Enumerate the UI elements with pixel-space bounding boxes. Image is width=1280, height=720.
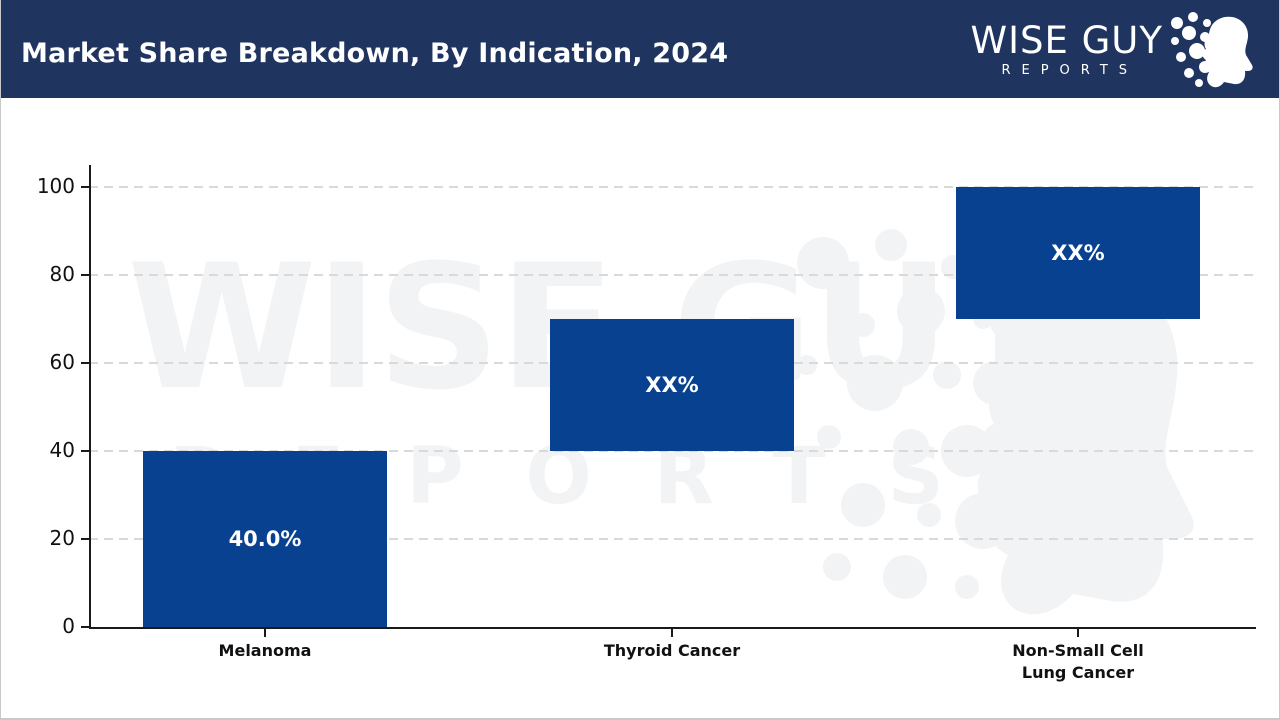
bar-value-label: XX% (1051, 241, 1105, 265)
y-tick-label-40: 40 (49, 438, 75, 462)
gridline-40 (89, 450, 1254, 452)
y-axis-line (89, 165, 91, 629)
wise-guy-reports-logo: WISE GUY REPORTS (971, 8, 1255, 92)
header-bar: Market Share Breakdown, By Indication, 2… (1, 0, 1279, 98)
y-tick-label-100: 100 (36, 174, 75, 198)
x-tick-mark-1 (671, 629, 673, 637)
y-tick-label-20: 20 (49, 526, 75, 550)
logo-name: WISE GUY (970, 19, 1163, 63)
x-tick-mark-2 (1077, 629, 1079, 637)
gridline-100 (89, 186, 1254, 188)
logo-head-icon (1171, 12, 1253, 88)
logo-subtitle: REPORTS (1001, 62, 1139, 78)
bar-value-label: 40.0% (228, 527, 302, 551)
bar-thyroid-cancer: XX% (550, 319, 794, 451)
y-tick-mark-0 (81, 626, 89, 628)
y-tick-label-80: 80 (49, 262, 75, 286)
y-tick-mark-20 (81, 538, 89, 540)
logo-text: WISE GUY REPORTS (970, 19, 1163, 78)
bar-melanoma: 40.0% (143, 451, 387, 627)
y-tick-label-60: 60 (49, 350, 75, 374)
x-category-label-1: Thyroid Cancer (603, 641, 741, 660)
x-tick-mark-0 (264, 629, 266, 637)
x-category-label-0: Melanoma (218, 641, 312, 660)
y-tick-mark-100 (81, 186, 89, 188)
gridline-80 (89, 274, 1254, 276)
x-category-label-2: Non-Small Cell Lung Cancer (1012, 641, 1144, 682)
y-tick-mark-80 (81, 274, 89, 276)
page-title: Market Share Breakdown, By Indication, 2… (21, 37, 729, 69)
bar-value-label: XX% (645, 373, 699, 397)
y-tick-mark-60 (81, 362, 89, 364)
bar-non-small-cell-lung-cancer: XX% (956, 187, 1200, 319)
x-axis-line (89, 627, 1256, 629)
gridline-20 (89, 538, 1254, 540)
y-tick-label-0: 0 (62, 614, 75, 638)
y-tick-mark-40 (81, 450, 89, 452)
